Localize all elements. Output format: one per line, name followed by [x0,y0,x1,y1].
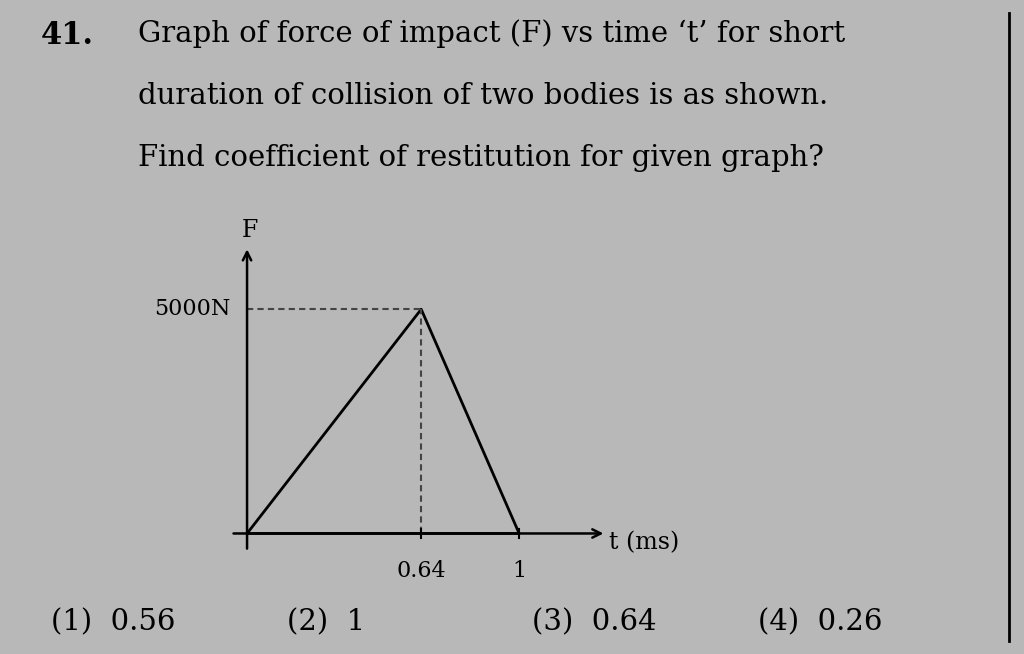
Text: 0.64: 0.64 [396,560,446,582]
Text: (1)  0.56: (1) 0.56 [51,608,176,636]
Text: t (ms): t (ms) [609,531,679,554]
Text: 5000N: 5000N [155,298,230,320]
Text: duration of collision of two bodies is as shown.: duration of collision of two bodies is a… [138,82,828,110]
Text: F: F [242,219,258,242]
Text: (2)  1: (2) 1 [287,608,365,636]
Text: Graph of force of impact (F) vs time ‘t’ for short: Graph of force of impact (F) vs time ‘t’… [138,20,846,48]
Text: 41.: 41. [41,20,94,50]
Text: 1: 1 [512,560,526,582]
Text: (4)  0.26: (4) 0.26 [758,608,883,636]
Text: (3)  0.64: (3) 0.64 [532,608,657,636]
Text: Find coefficient of restitution for given graph?: Find coefficient of restitution for give… [138,144,824,172]
